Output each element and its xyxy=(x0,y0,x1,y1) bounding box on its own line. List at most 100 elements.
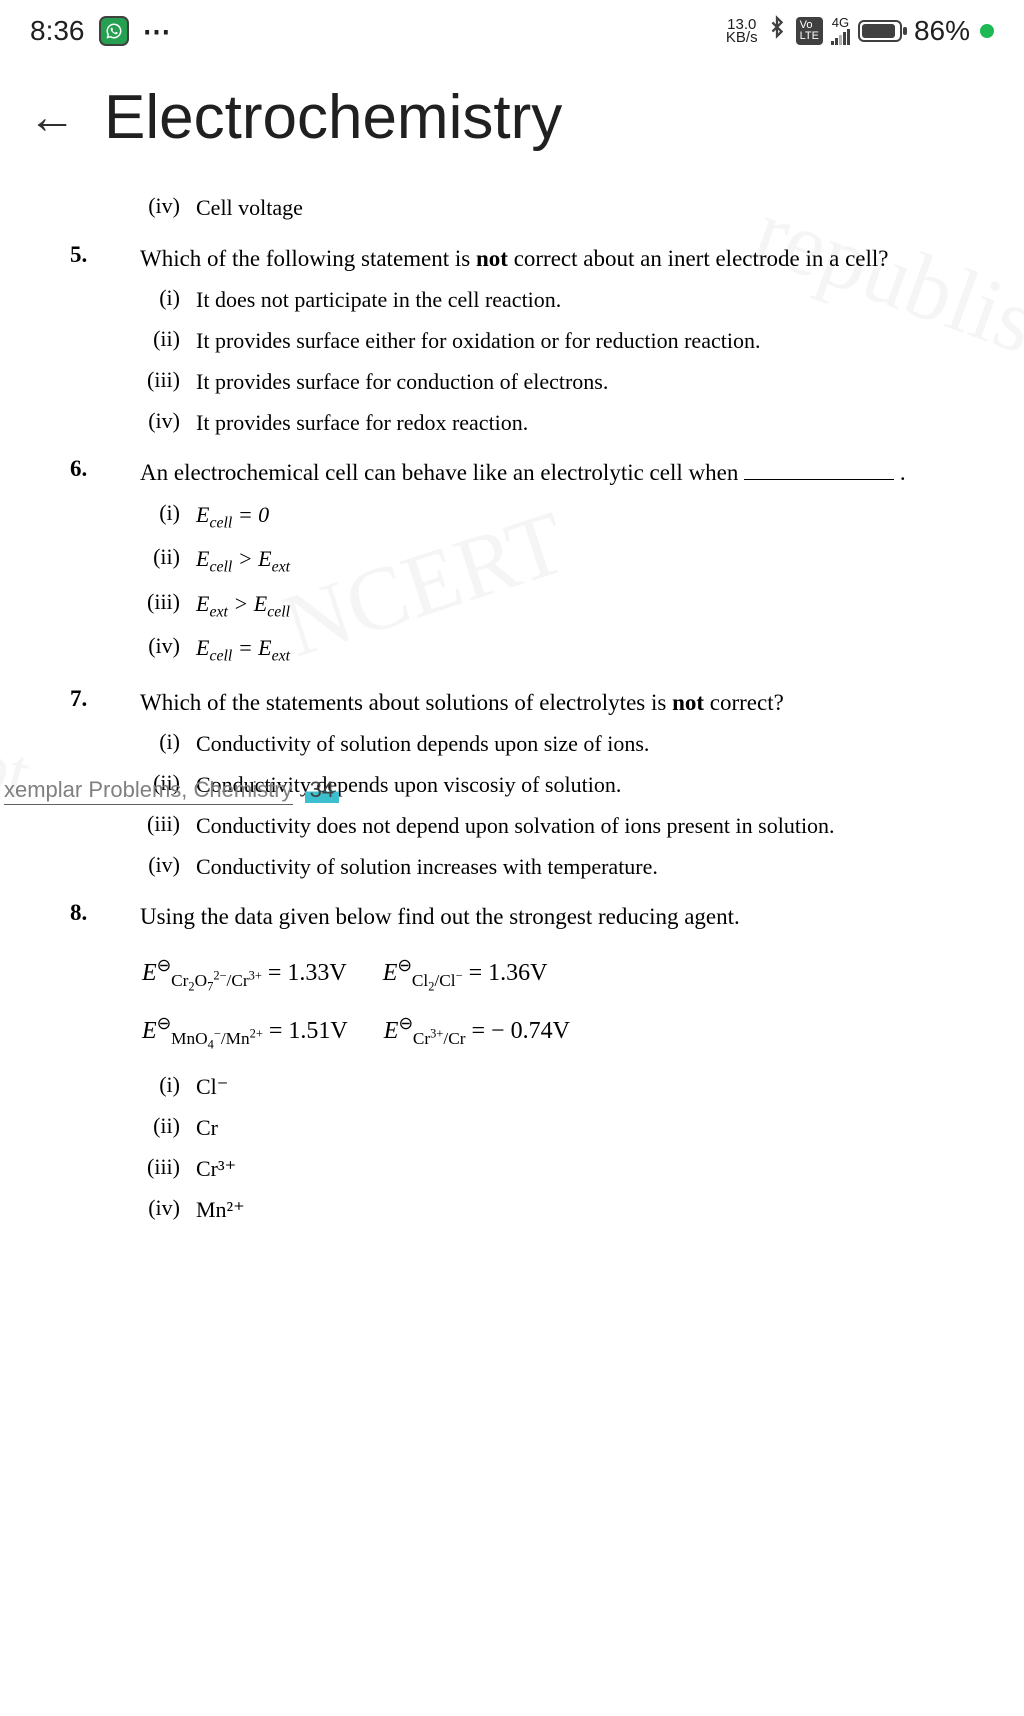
option-text: Ecell = 0 xyxy=(196,500,954,535)
clock-time: 8:36 xyxy=(30,15,85,47)
text-part: correct? xyxy=(704,690,784,715)
option-row: (iii) Cr³⁺ xyxy=(70,1154,954,1185)
formula: E⊖Cr2O72−/Cr3+ = 1.33V xyxy=(142,956,347,994)
option-number: (iv) xyxy=(140,193,196,224)
option-row: (i) Cl⁻ xyxy=(70,1072,954,1103)
signal-bars xyxy=(831,29,850,45)
option-row: (i) It does not participate in the cell … xyxy=(70,285,954,316)
value: 1.33V xyxy=(287,960,346,986)
option-number: (i) xyxy=(140,500,196,535)
back-arrow-icon[interactable]: ← xyxy=(28,90,76,145)
footer-text: xemplar Problems, Chemistry xyxy=(4,777,293,805)
question-row: 8. Using the data given below find out t… xyxy=(70,900,954,933)
option-number: (i) xyxy=(140,285,196,316)
kbs-bottom: KB/s xyxy=(726,31,758,45)
text-part: Which of the statements about solutions … xyxy=(140,690,672,715)
status-left: 8:36 ⋯ xyxy=(30,15,172,48)
option-text: It provides surface for redox reaction. xyxy=(196,408,954,439)
recording-dot-icon xyxy=(980,24,994,38)
question-number: 8. xyxy=(70,900,140,933)
option-row: (iv) Mn²⁺ xyxy=(70,1195,954,1226)
page-title: Electrochemistry xyxy=(104,82,562,153)
page-header: ← Electrochemistry xyxy=(0,62,1024,183)
option-row: (i) Conductivity of solution depends upo… xyxy=(70,729,954,760)
formula: E⊖MnO4−/Mn2+ = 1.51V xyxy=(142,1014,348,1052)
formula: E⊖Cl2/Cl− = 1.36V xyxy=(383,956,548,994)
option-number: (iv) xyxy=(140,408,196,439)
option-text: Cl⁻ xyxy=(196,1072,954,1103)
question-number: 6. xyxy=(70,456,140,489)
option-number: (iv) xyxy=(140,1195,196,1226)
formula: E⊖Cr3+/Cr = − 0.74V xyxy=(384,1014,570,1052)
option-text: Conductivity of solution depends upon si… xyxy=(196,729,954,760)
signal-icon: 4G xyxy=(831,17,850,45)
option-row: (iii) It provides surface for conduction… xyxy=(70,367,954,398)
option-row: (iii) Eext > Ecell xyxy=(70,589,954,624)
option-text: It provides surface for conduction of el… xyxy=(196,367,954,398)
option-row: (iv) Cell voltage xyxy=(70,193,954,224)
option-number: (iii) xyxy=(140,589,196,624)
text-part: An electrochemical cell can behave like … xyxy=(140,460,744,485)
question-text: Which of the statements about solutions … xyxy=(140,686,954,719)
volte-icon: VoLTE xyxy=(796,17,823,45)
option-number: (i) xyxy=(140,729,196,760)
bluetooth-icon xyxy=(766,12,788,50)
option-row: (ii) Ecell > Eext xyxy=(70,544,954,579)
option-text: Conductivity does not depend upon solvat… xyxy=(196,811,954,842)
value: 1.36V xyxy=(488,960,547,986)
text-part: correct about an inert electrode in a ce… xyxy=(508,246,889,271)
option-row: (iv) Conductivity of solution increases … xyxy=(70,852,954,883)
battery-icon xyxy=(858,20,902,42)
value: − 0.74V xyxy=(491,1018,570,1044)
option-text: Ecell > Eext xyxy=(196,544,954,579)
status-bar: 8:36 ⋯ 13.0 KB/s VoLTE 4G 86% xyxy=(0,0,1024,62)
question-text: Using the data given below find out the … xyxy=(140,900,954,933)
option-text: It does not participate in the cell reac… xyxy=(196,285,954,316)
battery-percentage: 86% xyxy=(914,15,970,47)
option-text: Eext > Ecell xyxy=(196,589,954,624)
option-text: Mn²⁺ xyxy=(196,1195,954,1226)
whatsapp-icon xyxy=(99,16,129,46)
option-number: (ii) xyxy=(140,326,196,357)
status-right: 13.0 KB/s VoLTE 4G 86% xyxy=(726,12,994,50)
question-number: 5. xyxy=(70,242,140,275)
question-text: An electrochemical cell can behave like … xyxy=(140,456,954,489)
question-number: 7. xyxy=(70,686,140,719)
option-number: (iii) xyxy=(140,811,196,842)
text-part: Which of the following statement is xyxy=(140,246,476,271)
option-number: (ii) xyxy=(140,544,196,579)
network-speed: 13.0 KB/s xyxy=(726,18,758,45)
question-row: 5. Which of the following statement is n… xyxy=(70,242,954,275)
option-text: Cr xyxy=(196,1113,954,1144)
option-number: (iv) xyxy=(140,852,196,883)
value: 1.51V xyxy=(288,1018,347,1044)
formula-row: E⊖Cr2O72−/Cr3+ = 1.33V E⊖Cl2/Cl− = 1.36V xyxy=(142,956,954,994)
option-text: Conductivity of solution increases with … xyxy=(196,852,954,883)
option-row: (iii) Conductivity does not depend upon … xyxy=(70,811,954,842)
question-text: Which of the following statement is not … xyxy=(140,242,954,275)
option-number: (ii) xyxy=(140,1113,196,1144)
option-number: (i) xyxy=(140,1072,196,1103)
page-footer: xemplar Problems, Chemistry 34 xyxy=(0,777,339,803)
option-row: (iv) Ecell = Eext xyxy=(70,633,954,668)
question-row: 6. An electrochemical cell can behave li… xyxy=(70,456,954,489)
option-number: (iii) xyxy=(140,367,196,398)
option-row: (ii) Cr xyxy=(70,1113,954,1144)
formula-row: E⊖MnO4−/Mn2+ = 1.51V E⊖Cr3+/Cr = − 0.74V xyxy=(142,1014,954,1052)
text-bold: not xyxy=(476,246,508,271)
option-text: Cr³⁺ xyxy=(196,1154,954,1185)
fill-blank xyxy=(744,479,894,480)
option-text: It provides surface either for oxidation… xyxy=(196,326,954,357)
option-row: (i) Ecell = 0 xyxy=(70,500,954,535)
option-number: (iv) xyxy=(140,633,196,668)
option-text: Ecell = Eext xyxy=(196,633,954,668)
page-number: 34 xyxy=(305,777,339,803)
formula-block: E⊖Cr2O72−/Cr3+ = 1.33V E⊖Cl2/Cl− = 1.36V… xyxy=(70,956,954,1053)
option-row: (ii) It provides surface either for oxid… xyxy=(70,326,954,357)
option-number: (iii) xyxy=(140,1154,196,1185)
signal-label: 4G xyxy=(832,17,849,29)
text-bold: not xyxy=(672,690,704,715)
question-row: 7. Which of the statements about solutio… xyxy=(70,686,954,719)
more-icon: ⋯ xyxy=(143,15,172,48)
document-content: NCERT republish not (iv) Cell voltage 5.… xyxy=(0,193,1024,1225)
